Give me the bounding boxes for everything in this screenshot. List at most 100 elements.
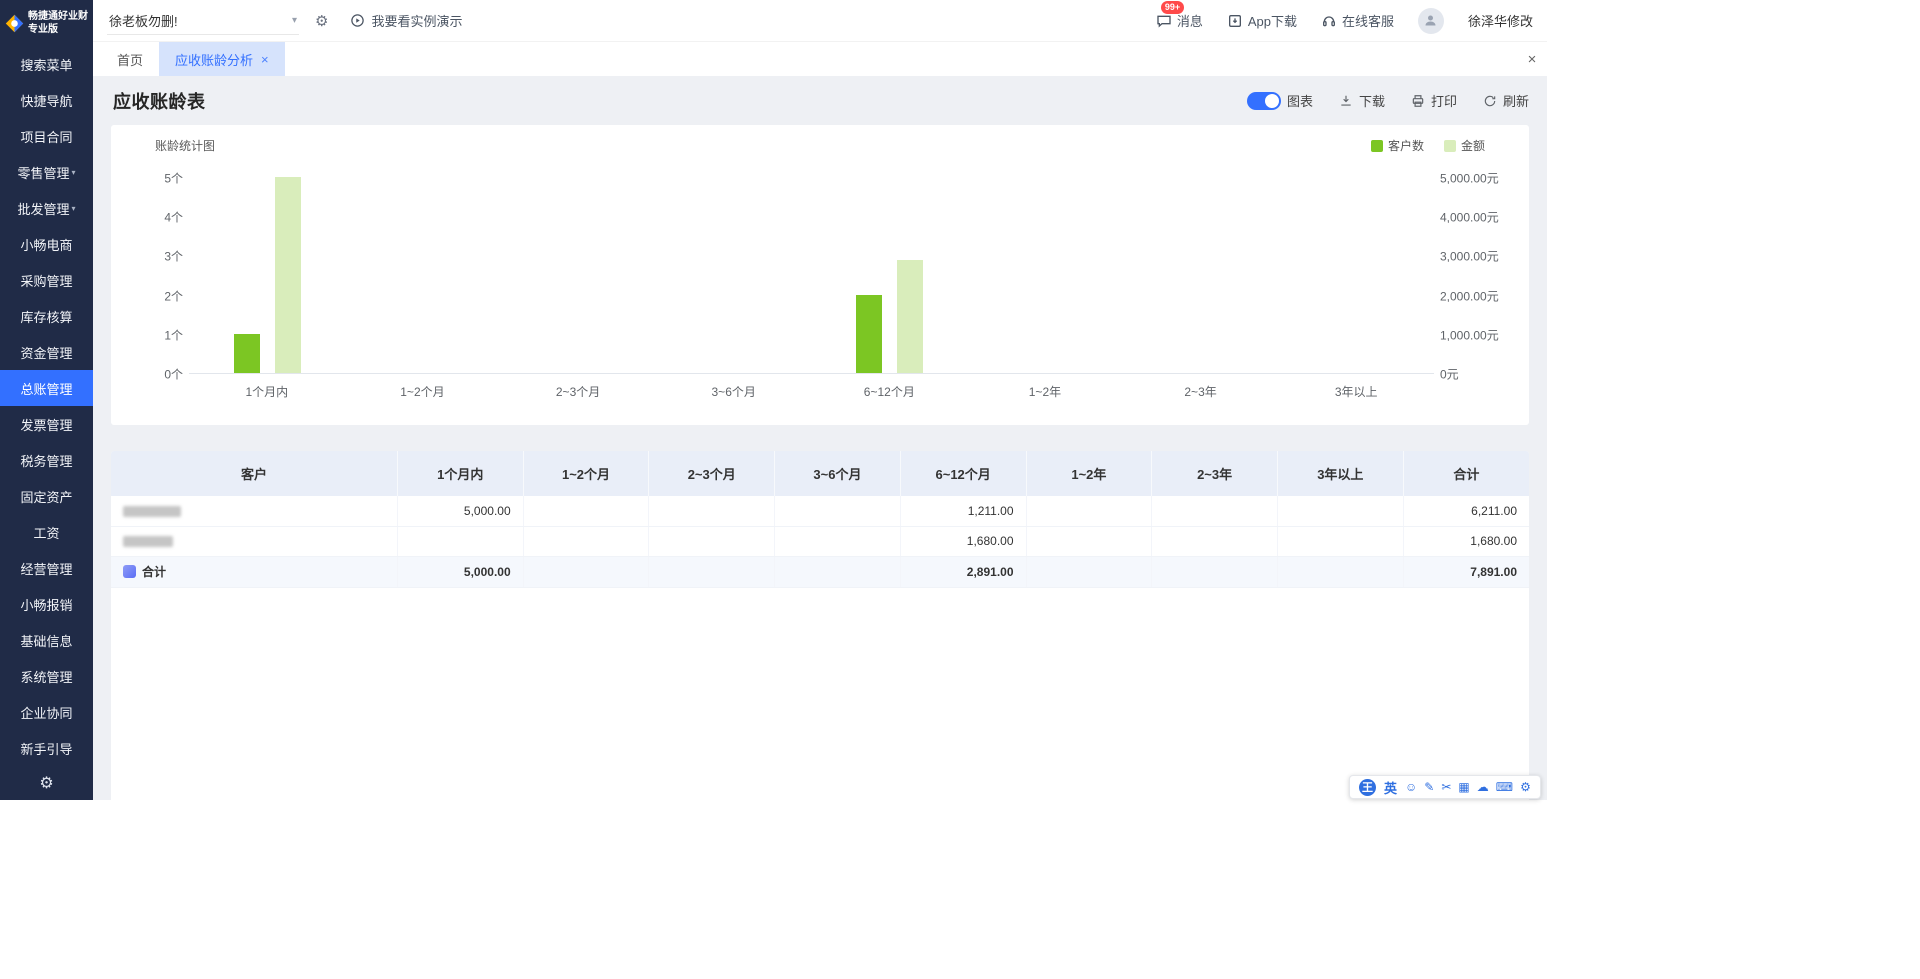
avatar[interactable]	[1417, 7, 1444, 34]
sidebar-item-13[interactable]: 工资	[0, 514, 93, 550]
redacted-customer-name	[123, 506, 181, 518]
cloud-sync-icon[interactable]: ☁	[1476, 780, 1489, 794]
sidebar-item-1[interactable]: 快捷导航	[0, 82, 93, 118]
sidebar-item-19[interactable]: 新手引导	[0, 730, 93, 766]
cell-total-amount	[1151, 556, 1278, 588]
tab-home[interactable]: 首页	[101, 42, 159, 76]
bar-customers-4	[856, 295, 883, 373]
cell-amount: 6,211.00	[1403, 496, 1529, 527]
tab-receivable-aging[interactable]: 应收账龄分析 ×	[159, 42, 285, 76]
online-support-button[interactable]: 在线客服	[1321, 11, 1394, 30]
cell-amount	[1026, 526, 1153, 557]
sidebar-item-7[interactable]: 库存核算	[0, 298, 93, 334]
cell-amount	[397, 526, 524, 557]
settings-gear-icon[interactable]: ⚙	[315, 12, 329, 30]
toggle-switch[interactable]	[1246, 91, 1281, 110]
aging-table: 客户 1个月内 1~2个月 2~3个月 3~6个月 6~12个月 1~2年 2~3年 3年以上合…	[111, 451, 1529, 588]
y-axis-tick-left: 3个	[164, 249, 183, 264]
app-download-button[interactable]: App下载	[1227, 11, 1297, 30]
sidebar-settings-gear-icon[interactable]: ⚙	[39, 775, 54, 792]
sidebar-item-6[interactable]: 采购管理	[0, 262, 93, 298]
sidebar-item-18[interactable]: 企业协同	[0, 694, 93, 730]
column-header: 2~3个月	[648, 451, 776, 496]
table-row[interactable]: 1,680.00 1,680.00	[111, 526, 1529, 557]
sidebar-item-17[interactable]: 系统管理	[0, 658, 93, 694]
table-row[interactable]: 5,000.00 1,211.00 6,211.00	[111, 496, 1529, 527]
y-axis-tick-left: 5个	[164, 171, 183, 186]
messages-button[interactable]: 99+ 消息	[1156, 1, 1203, 30]
sidebar-item-4[interactable]: 批发管理 ▾	[0, 190, 93, 226]
app-download-label: App下载	[1247, 14, 1297, 29]
sidebar-item-8[interactable]: 资金管理	[0, 334, 93, 370]
y-axis-tick-left: 1个	[164, 328, 183, 343]
headset-icon	[1322, 15, 1335, 26]
sidebar-item-label: 经营管理	[20, 561, 73, 577]
sidebar-item-label: 总账管理	[20, 381, 73, 397]
y-axis-tick-left: 2个	[164, 289, 183, 304]
ime-icons: ☺ ✎ ✂ ▦ ☁ ⌨ ⚙	[1405, 780, 1531, 794]
download-button[interactable]: 下载	[1339, 91, 1385, 110]
chart-view-toggle[interactable]: 图表	[1246, 91, 1313, 110]
messages-label: 消息	[1176, 14, 1203, 29]
toggle-label: 图表	[1286, 94, 1313, 109]
column-header: 1~2个月	[523, 451, 650, 496]
sidebar-item-3[interactable]: 零售管理 ▾	[0, 154, 93, 190]
sidebar-item-12[interactable]: 固定资产	[0, 478, 93, 514]
emoji-icon[interactable]: ☺	[1405, 780, 1418, 794]
sidebar-item-label: 零售管理	[17, 165, 70, 181]
legend-label: 金额	[1460, 139, 1485, 153]
column-header: 1个月内	[397, 451, 524, 496]
column-header: 3~6个月	[774, 451, 901, 496]
y-axis-tick-left: 4个	[164, 210, 183, 225]
handwriting-pen-icon[interactable]: ✎	[1424, 780, 1435, 794]
sidebar-item-0[interactable]: 搜索菜单	[0, 46, 93, 82]
sidebar-item-14[interactable]: 经营管理	[0, 550, 93, 586]
brand-name: 畅捷通好业财	[28, 11, 88, 22]
topbar: 徐老板勿删! ▾ ⚙ 我要看实例演示 99+ 消息	[93, 0, 1547, 42]
close-panel-icon[interactable]: ×	[1527, 50, 1537, 68]
virtual-keyboard-icon[interactable]: ⌨	[1495, 780, 1514, 794]
sidebar-item-label: 固定资产	[20, 489, 73, 505]
column-header: 3年以上	[1277, 451, 1404, 496]
sidebar-item-label: 快捷导航	[20, 93, 73, 109]
sidebar-item-16[interactable]: 基础信息	[0, 622, 93, 658]
person-icon	[1425, 15, 1436, 26]
sidebar-item-9[interactable]: 总账管理	[0, 370, 93, 406]
app-logo: 畅捷通好业财 专业版	[0, 0, 93, 46]
chart-axis-left: 0个 1个 2个 3个 4个 5个	[131, 172, 189, 382]
company-selector[interactable]: 徐老板勿删! ▾	[107, 7, 299, 35]
clip-scissors-icon[interactable]: ✂	[1441, 780, 1452, 794]
sidebar-item-label: 批发管理	[17, 201, 70, 217]
bar-amount-0	[274, 177, 301, 373]
cell-amount	[1277, 496, 1404, 527]
print-button[interactable]: 打印	[1411, 91, 1457, 110]
download-label: 下载	[1358, 94, 1385, 109]
sidebar-item-label: 项目合同	[20, 129, 73, 145]
cell-amount: 5,000.00	[397, 496, 524, 527]
user-name[interactable]: 徐泽华修改	[1467, 14, 1533, 29]
brand-edition: 专业版	[28, 24, 58, 35]
cell-customer	[111, 526, 398, 557]
demo-link[interactable]: 我要看实例演示	[350, 11, 462, 30]
sidebar-item-5[interactable]: 小畅电商	[0, 226, 93, 262]
chart-plot[interactable]: 1个月内 1~2个月 2~3个月 3~6个月 6~12个月 1~2年 2~3年 3年以上	[189, 177, 1434, 399]
column-header: 客户	[111, 451, 398, 496]
sum-icon	[123, 564, 136, 578]
sidebar-item-2[interactable]: 项目合同	[0, 118, 93, 154]
refresh-button[interactable]: 刷新	[1483, 91, 1529, 110]
ime-language-toggle[interactable]: 英	[1384, 780, 1398, 796]
sidebar-item-15[interactable]: 小畅报销	[0, 586, 93, 622]
print-icon	[1412, 94, 1424, 107]
sidebar-item-10[interactable]: 发票管理	[0, 406, 93, 442]
ime-logo-icon[interactable]: 王	[1359, 778, 1376, 796]
ime-settings-gear-icon[interactable]: ⚙	[1520, 780, 1531, 794]
cell-amount	[774, 526, 901, 557]
tab-close-icon[interactable]: ×	[261, 51, 269, 67]
table-total-row: 合计 5,000.00 2,891.00 7,891.00	[111, 556, 1529, 588]
legend-item-amount[interactable]: 金额	[1443, 137, 1485, 154]
column-header: 1~2年	[1026, 451, 1153, 496]
sidebar-item-11[interactable]: 税务管理	[0, 442, 93, 478]
ime-toolbar[interactable]: 王 英 ☺ ✎ ✂ ▦ ☁ ⌨ ⚙	[1349, 775, 1541, 799]
legend-item-customers[interactable]: 客户数	[1370, 137, 1424, 154]
skin-grid-icon[interactable]: ▦	[1458, 780, 1470, 794]
